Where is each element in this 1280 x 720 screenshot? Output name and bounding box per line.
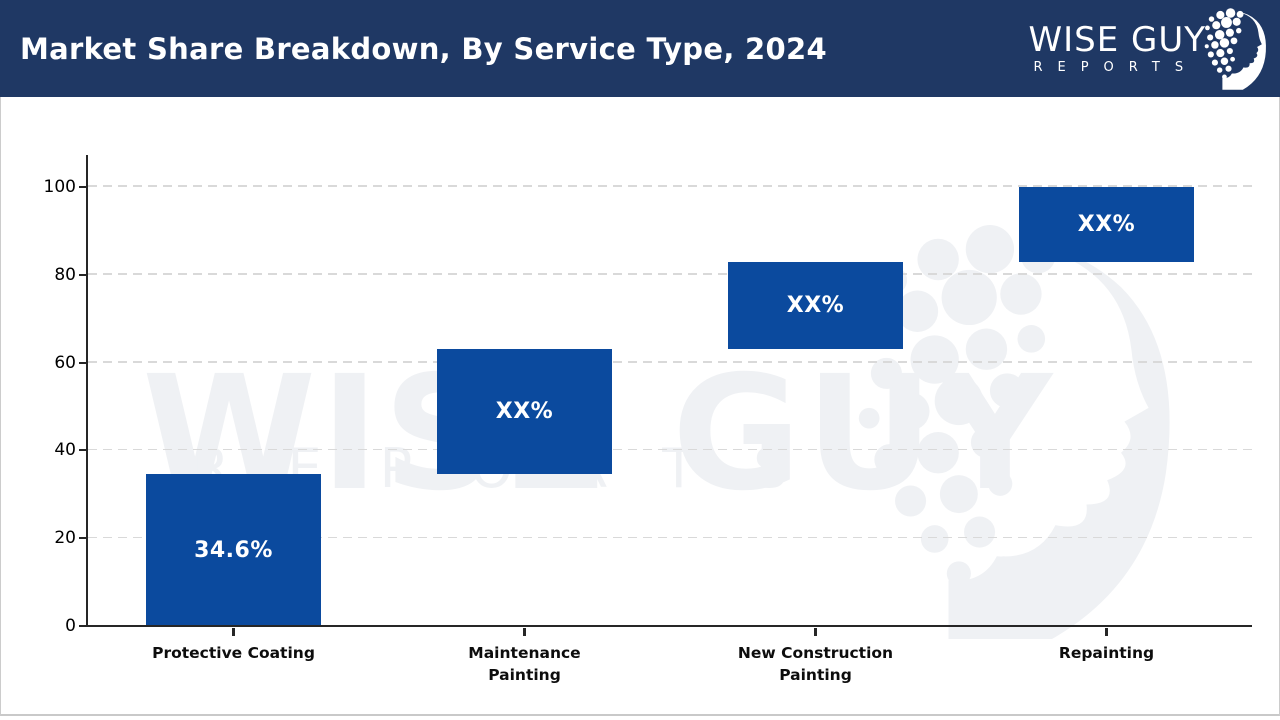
category-label: Maintenance Painting xyxy=(468,644,581,684)
gridline-20 xyxy=(88,536,1252,539)
y-tick-label: 80 xyxy=(54,264,76,285)
logo-wordmark: WISE GUY REPORTS xyxy=(1028,20,1206,75)
gridline-100 xyxy=(88,185,1252,188)
bar-repainting: XX% xyxy=(1019,187,1194,262)
logo-text-reports: REPORTS xyxy=(1033,59,1199,75)
x-tick-mark xyxy=(232,628,235,636)
bar-value-label: XX% xyxy=(786,293,845,319)
bar-value-label: 34.6% xyxy=(194,537,273,563)
gridline-80 xyxy=(88,273,1252,275)
y-axis-line xyxy=(86,155,89,626)
bar-value-label: XX% xyxy=(495,399,554,425)
logo-text-wiseguy: WISE GUY xyxy=(1028,20,1206,61)
x-axis-line xyxy=(86,624,1252,628)
wiseguy-head-icon xyxy=(1204,8,1266,90)
y-tick-label: 60 xyxy=(54,352,76,373)
category-label: Protective Coating xyxy=(152,644,315,662)
category-label: New Construction Painting xyxy=(737,644,894,684)
category-label: Repainting xyxy=(1058,644,1155,662)
y-tick-label: 20 xyxy=(54,528,76,549)
header-bar: Market Share Breakdown, By Service Type,… xyxy=(0,0,1280,97)
plot-area: 0 20 40 60 80 100 34.6% Protective Coating XX% Ma… xyxy=(44,155,1252,684)
gridline-60 xyxy=(88,360,1252,363)
y-tick-mark xyxy=(79,186,88,189)
y-tick-label: 40 xyxy=(54,440,76,461)
x-tick-mark xyxy=(523,628,526,636)
x-tick-mark xyxy=(814,628,817,636)
y-tick-mark xyxy=(79,537,88,540)
bar-maintenance-painting: XX% xyxy=(437,349,612,475)
y-tick-mark xyxy=(79,625,88,627)
page-title: Market Share Breakdown, By Service Type,… xyxy=(20,31,827,66)
y-tick-mark xyxy=(79,273,88,276)
bar-value-label: XX% xyxy=(1077,211,1136,237)
bar-protective-coating: 34.6% xyxy=(146,474,321,626)
y-tick-mark xyxy=(79,361,88,364)
y-tick-label: 100 xyxy=(43,177,76,198)
gridline-40 xyxy=(88,448,1252,451)
y-tick-mark xyxy=(79,449,88,452)
wiseguy-logo: WISE GUY REPORTS xyxy=(1028,5,1270,93)
x-tick-mark xyxy=(1105,628,1108,636)
y-tick-label: 0 xyxy=(65,616,76,636)
bar-new-construction-painting: XX% xyxy=(728,261,903,350)
